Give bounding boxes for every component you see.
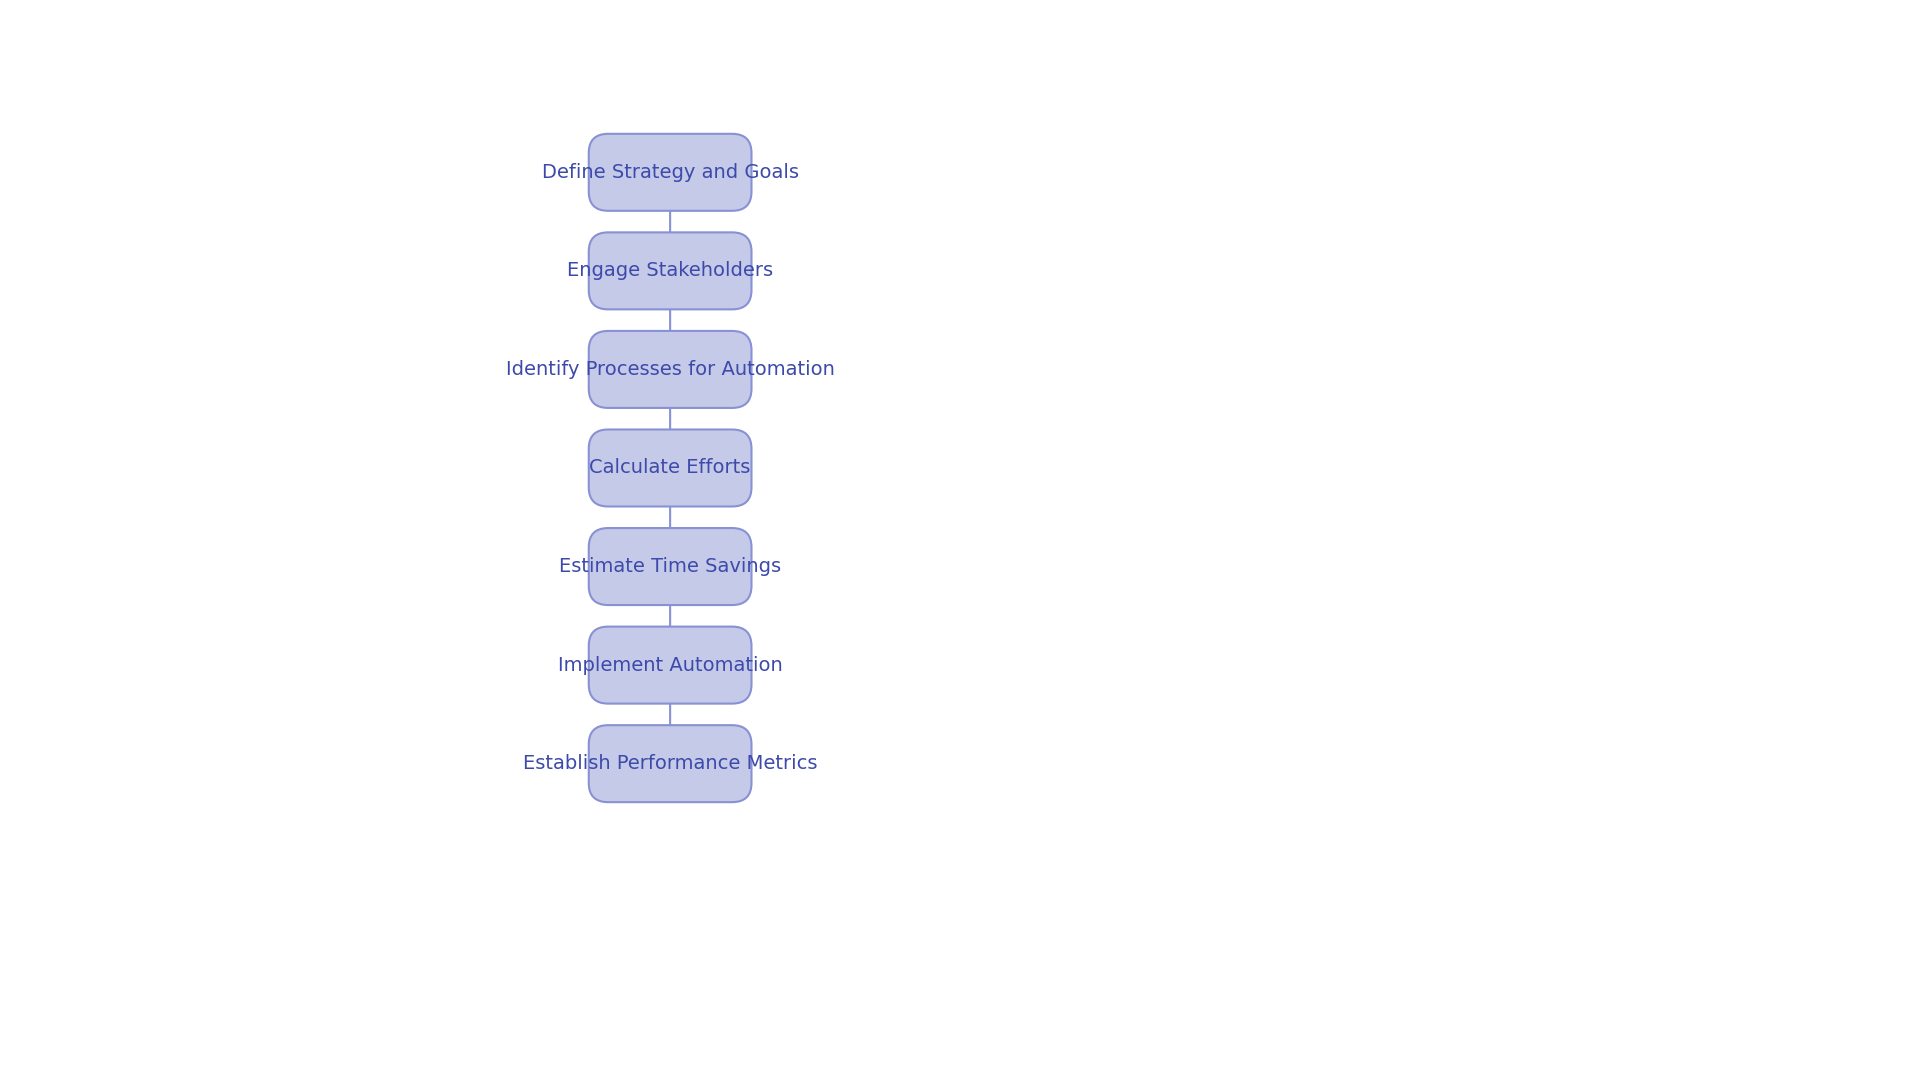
FancyBboxPatch shape — [589, 529, 751, 605]
Text: Engage Stakeholders: Engage Stakeholders — [566, 261, 774, 280]
Text: Estimate Time Savings: Estimate Time Savings — [559, 557, 781, 576]
Text: Calculate Efforts: Calculate Efforts — [589, 458, 751, 478]
FancyBboxPatch shape — [589, 134, 751, 211]
Text: Implement Automation: Implement Automation — [557, 655, 783, 675]
FancyBboxPatch shape — [589, 331, 751, 408]
FancyBboxPatch shape — [589, 726, 751, 803]
FancyBboxPatch shape — [589, 430, 751, 507]
FancyBboxPatch shape — [589, 627, 751, 704]
FancyBboxPatch shape — [589, 233, 751, 310]
Text: Identify Processes for Automation: Identify Processes for Automation — [505, 360, 835, 379]
Text: Establish Performance Metrics: Establish Performance Metrics — [522, 754, 818, 773]
Text: Define Strategy and Goals: Define Strategy and Goals — [541, 162, 799, 182]
